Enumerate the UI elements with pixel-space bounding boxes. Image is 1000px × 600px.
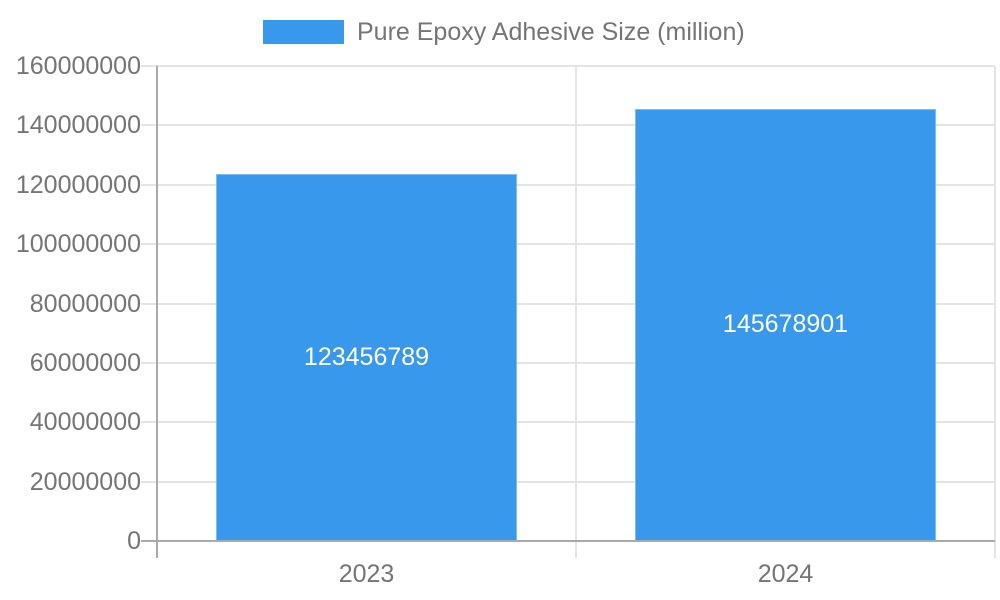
y-axis-tick (141, 243, 157, 246)
y-axis-tick-label: 40000000 (29, 408, 141, 437)
plot-right-border (994, 66, 996, 558)
y-axis-tick (141, 480, 157, 483)
y-axis-tick (141, 65, 157, 67)
y-axis-tick (141, 421, 157, 424)
y-axis-tick-label: 100000000 (15, 230, 141, 259)
y-axis-tick (141, 124, 157, 127)
bar-2024[interactable]: 145678901 (635, 108, 936, 541)
y-axis-line (156, 66, 158, 558)
bar-value-label: 123456789 (303, 343, 430, 372)
y-axis-tick (141, 183, 157, 186)
y-axis-tick (141, 361, 157, 364)
legend-swatch (263, 20, 344, 44)
legend[interactable]: Pure Epoxy Adhesive Size (million) (263, 17, 745, 47)
x-axis-category-label: 2023 (338, 560, 395, 588)
bar-value-label: 145678901 (722, 310, 849, 339)
y-axis-tick-label: 60000000 (29, 348, 141, 377)
y-axis-tick-label: 140000000 (15, 111, 141, 140)
y-axis-tick-label: 0 (127, 527, 141, 555)
x-axis-category-label: 2024 (757, 560, 814, 588)
bar-2023[interactable]: 123456789 (216, 174, 517, 541)
legend-label: Pure Epoxy Adhesive Size (million) (357, 17, 745, 46)
y-axis-tick-label: 80000000 (29, 289, 141, 318)
y-axis-tick-label: 120000000 (15, 170, 141, 199)
y-axis-tick (141, 302, 157, 305)
x-axis-line (141, 540, 995, 542)
category-divider-line (575, 66, 577, 558)
y-axis-tick-label: 160000000 (15, 52, 141, 80)
y-axis-tick-label: 20000000 (29, 467, 141, 496)
